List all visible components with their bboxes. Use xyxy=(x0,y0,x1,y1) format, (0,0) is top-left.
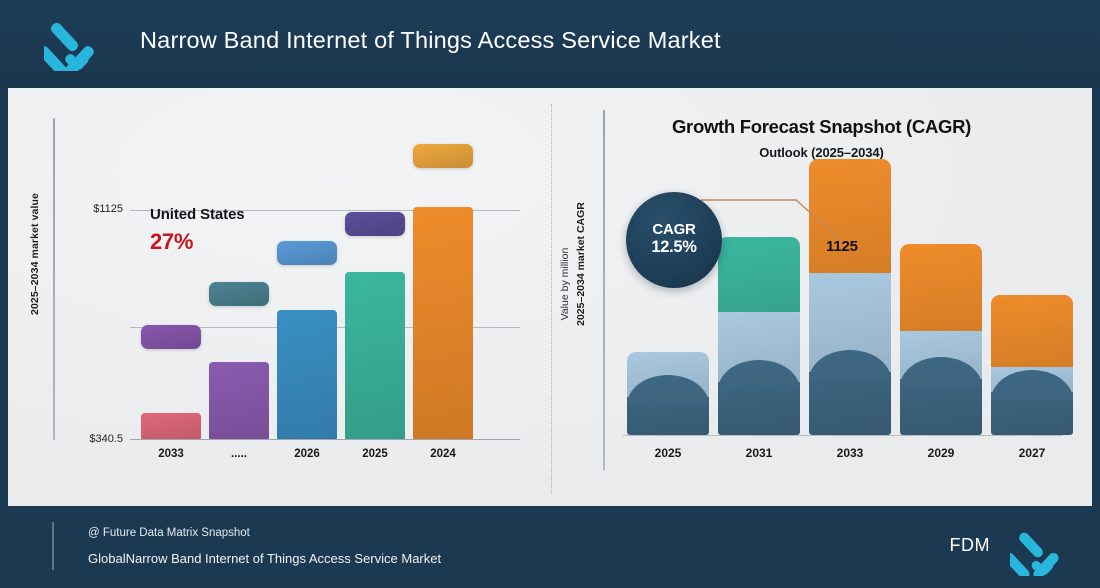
right-y-axis-label: 2025–2034 market CAGR xyxy=(575,202,587,326)
left-x-label-2033: 2033 xyxy=(158,448,184,460)
left-x-label-2025: 2025 xyxy=(362,448,388,460)
right-bar-segment-2031-base xyxy=(718,382,800,435)
left-y-axis-label: 2025–2034 market value xyxy=(29,193,41,315)
right-x-label-2031: 2031 xyxy=(745,446,773,460)
cagr-badge-label: CAGR xyxy=(652,221,696,239)
footer-brand-text: FDM xyxy=(949,535,990,555)
left-bar-2033 xyxy=(141,412,201,439)
footer-divider xyxy=(52,522,54,570)
left-callout-region: United States xyxy=(150,206,245,223)
left-bar-slot xyxy=(274,155,340,439)
right-chart-title: Growth Forecast Snapshot (CAGR) xyxy=(671,116,972,137)
right-peak-value-label: 1125 xyxy=(826,238,858,255)
header-bar: Narrow Band Internet of Things Access Se… xyxy=(0,0,1100,88)
right-bar-slot xyxy=(900,159,982,435)
left-bar-..... xyxy=(209,362,269,439)
right-x-label-2033: 2033 xyxy=(836,446,864,460)
left-bar-2024 xyxy=(413,206,473,439)
left-x-label-2024: 2024 xyxy=(430,448,456,460)
left-y-axis-line xyxy=(53,118,55,440)
left-bar-cap-2026 xyxy=(277,240,337,265)
left-bar-2026 xyxy=(277,310,337,439)
right-x-label-2027: 2027 xyxy=(1018,446,1046,460)
left-x-axis-line xyxy=(130,439,520,441)
left-callout-percent: 27% xyxy=(150,229,194,254)
left-bar-2025 xyxy=(345,271,405,439)
right-bar-segment-2029-top xyxy=(900,244,982,332)
left-bar-cap-2033 xyxy=(141,324,201,349)
left-gridline-top xyxy=(130,210,520,211)
left-bar-cap-..... xyxy=(209,281,269,306)
fdm-chevron-logo-icon xyxy=(1004,530,1068,580)
left-x-label-2026: 2026 xyxy=(294,448,320,460)
right-bar-slot xyxy=(718,159,800,435)
right-bar-segment-2031-top_alt xyxy=(718,236,800,313)
right-x-label-2029: 2029 xyxy=(927,446,955,460)
right-chart-subtitle: Outlook (2025–2034) xyxy=(759,145,884,160)
right-bar-segment-2027-top xyxy=(991,295,1073,368)
right-bar-slot xyxy=(991,159,1073,435)
left-y-tick-bottom: $340.5 xyxy=(89,433,123,445)
left-bar-slot xyxy=(206,155,272,439)
fdm-chevron-logo-icon xyxy=(38,17,102,76)
left-bar-cap-2024 xyxy=(413,144,473,169)
page-title: Narrow Band Internet of Things Access Se… xyxy=(140,27,721,53)
right-bar-segment-2029-base xyxy=(900,379,982,435)
right-bar-slot xyxy=(627,159,709,435)
left-x-label-.....: ..... xyxy=(231,448,247,460)
left-bar-slot xyxy=(410,144,476,439)
footer-subtitle: GlobalNarrow Band Internet of Things Acc… xyxy=(88,551,442,566)
right-y-axis-line xyxy=(603,110,605,470)
left-bar-slot xyxy=(138,155,204,439)
right-x-label-2025: 2025 xyxy=(654,446,682,460)
cagr-badge-value: 12.5% xyxy=(651,238,697,257)
right-chart-cagr: Value by million 2025–2034 market CAGR G… xyxy=(551,88,1092,506)
left-bar-slot xyxy=(342,155,408,439)
right-x-axis-line xyxy=(623,435,1063,437)
left-chart-market-value: 2025–2034 market value $1125 $340.5 Unit… xyxy=(8,88,551,506)
right-bar-segment-2033-top xyxy=(809,159,891,273)
middle-value-axis-label: Value by million xyxy=(559,247,571,321)
panel-divider xyxy=(551,104,552,494)
footer-bar: @ Future Data Matrix Snapshot GlobalNarr… xyxy=(0,506,1100,588)
right-bar-segment-2033-base xyxy=(809,371,891,435)
footer-attribution: @ Future Data Matrix Snapshot xyxy=(88,527,250,539)
cagr-badge: CAGR 12.5% xyxy=(626,192,722,288)
right-bar-slot xyxy=(809,159,891,435)
left-y-tick-top: $1125 xyxy=(93,203,123,215)
left-bar-cap-2025 xyxy=(345,212,405,237)
